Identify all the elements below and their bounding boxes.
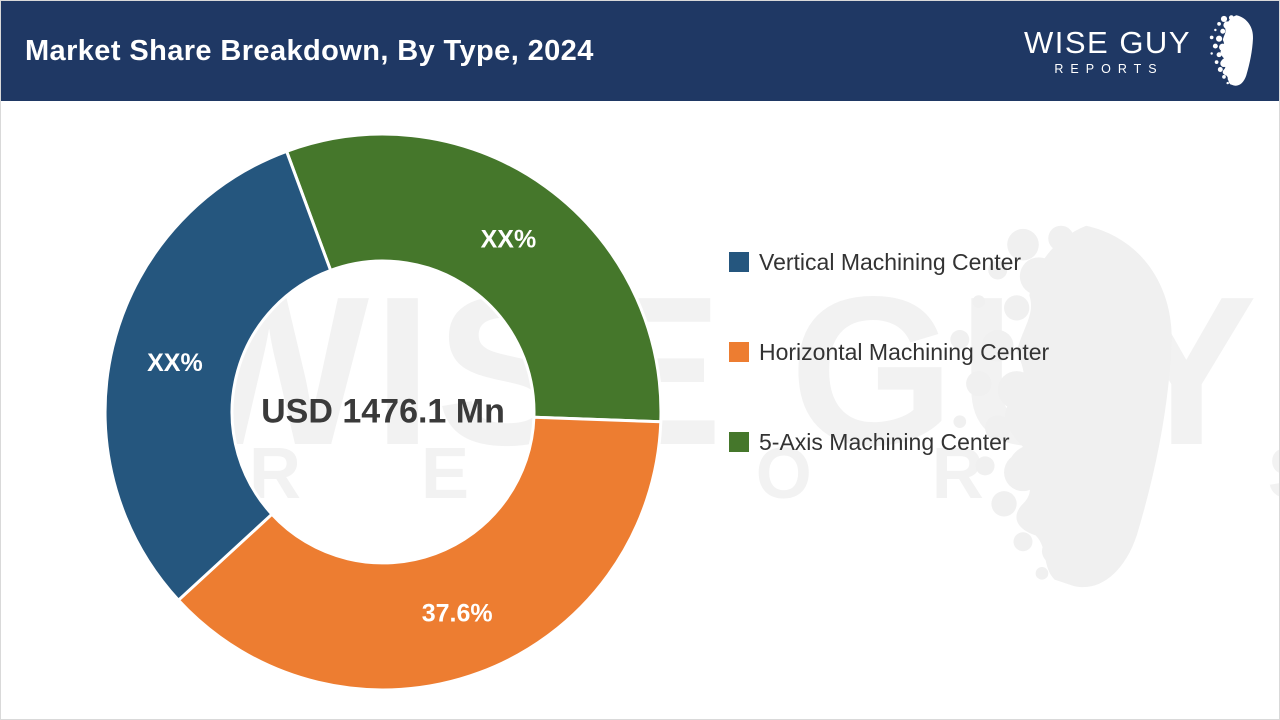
legend-label: Vertical Machining Center bbox=[759, 248, 1022, 275]
dotted-face-icon bbox=[1209, 15, 1254, 86]
legend-swatch bbox=[729, 342, 749, 362]
donut-slice-horizontal-machining-center bbox=[176, 415, 663, 692]
legend-item: 5-Axis Machining Center bbox=[729, 429, 1049, 455]
donut-chart: XX% 37.6% XX% bbox=[103, 132, 663, 692]
slice-value-label: XX% bbox=[147, 349, 203, 377]
donut-slice-vertical-machining-center bbox=[103, 149, 333, 602]
legend-item: Vertical Machining Center bbox=[729, 249, 1049, 275]
chart-area: WISE GUY R E P O R T S XX% 37.6% XX% USD 1… bbox=[1, 101, 1279, 719]
legend-item: Horizontal Machining Center bbox=[729, 339, 1049, 365]
legend-label: Horizontal Machining Center bbox=[759, 338, 1050, 365]
brand-logo: WISE GUY REPORTS bbox=[1024, 14, 1255, 88]
brand-subtitle: REPORTS bbox=[1054, 61, 1164, 76]
brand-logo-text: WISE GUY REPORTS bbox=[1024, 27, 1191, 76]
slice-value-label: 37.6% bbox=[422, 600, 493, 628]
page-title: Market Share Breakdown, By Type, 2024 bbox=[25, 34, 594, 67]
legend-swatch bbox=[729, 252, 749, 272]
chart-legend: Vertical Machining Center Horizontal Mac… bbox=[729, 249, 1049, 522]
legend-swatch bbox=[729, 432, 749, 452]
watermark-face-icon bbox=[950, 225, 1172, 588]
legend-label: 5-Axis Machining Center bbox=[759, 428, 1010, 455]
slice-value-label: XX% bbox=[481, 226, 537, 254]
donut-center-label: USD 1476.1 Mn bbox=[261, 392, 505, 431]
header: Market Share Breakdown, By Type, 2024 WI… bbox=[1, 1, 1279, 101]
brand-name: WISE GUY bbox=[1023, 24, 1191, 60]
donut-slice-5-axis-machining-center bbox=[285, 132, 663, 424]
